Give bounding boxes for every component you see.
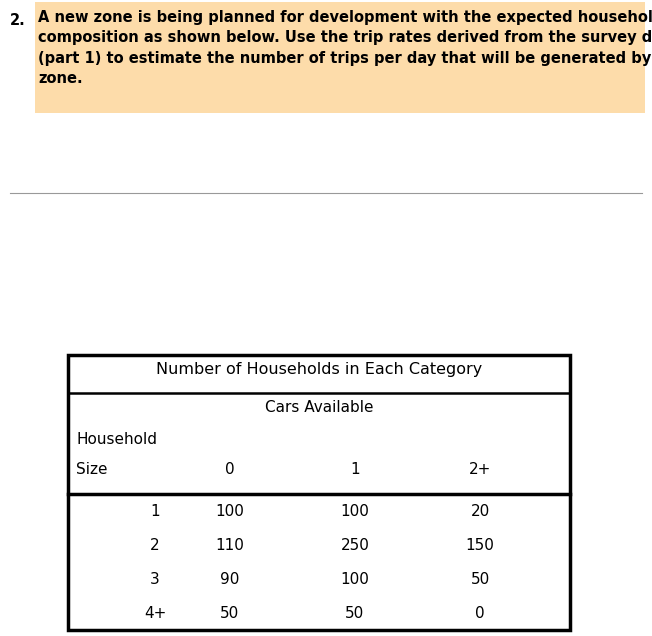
Text: 100: 100 [340, 572, 370, 586]
Text: 110: 110 [216, 537, 244, 553]
Text: 20: 20 [470, 504, 490, 518]
Text: 4+: 4+ [144, 605, 166, 621]
Text: 150: 150 [466, 537, 494, 553]
Text: Size: Size [76, 462, 108, 477]
Text: 50: 50 [470, 572, 490, 586]
Text: 2.: 2. [10, 13, 25, 28]
Text: 2: 2 [150, 537, 160, 553]
Text: 90: 90 [220, 572, 240, 586]
Text: 3: 3 [150, 572, 160, 586]
Text: 100: 100 [216, 504, 244, 518]
Text: A new zone is being planned for development with the expected household
composit: A new zone is being planned for developm… [38, 10, 652, 86]
Text: 1: 1 [350, 462, 360, 477]
Text: Household: Household [76, 432, 157, 447]
Text: 0: 0 [475, 605, 485, 621]
Bar [68, 355, 570, 630]
Text: 100: 100 [340, 504, 370, 518]
Text: 250: 250 [340, 537, 370, 553]
Text: 50: 50 [220, 605, 240, 621]
Text: 2+: 2+ [469, 462, 491, 477]
Text: 0: 0 [225, 462, 235, 477]
Text: 1: 1 [150, 504, 160, 518]
Bar [35, 2, 645, 113]
Text: Number of Households in Each Category: Number of Households in Each Category [156, 362, 482, 377]
Text: 50: 50 [346, 605, 364, 621]
Text: Cars Available: Cars Available [265, 400, 373, 415]
